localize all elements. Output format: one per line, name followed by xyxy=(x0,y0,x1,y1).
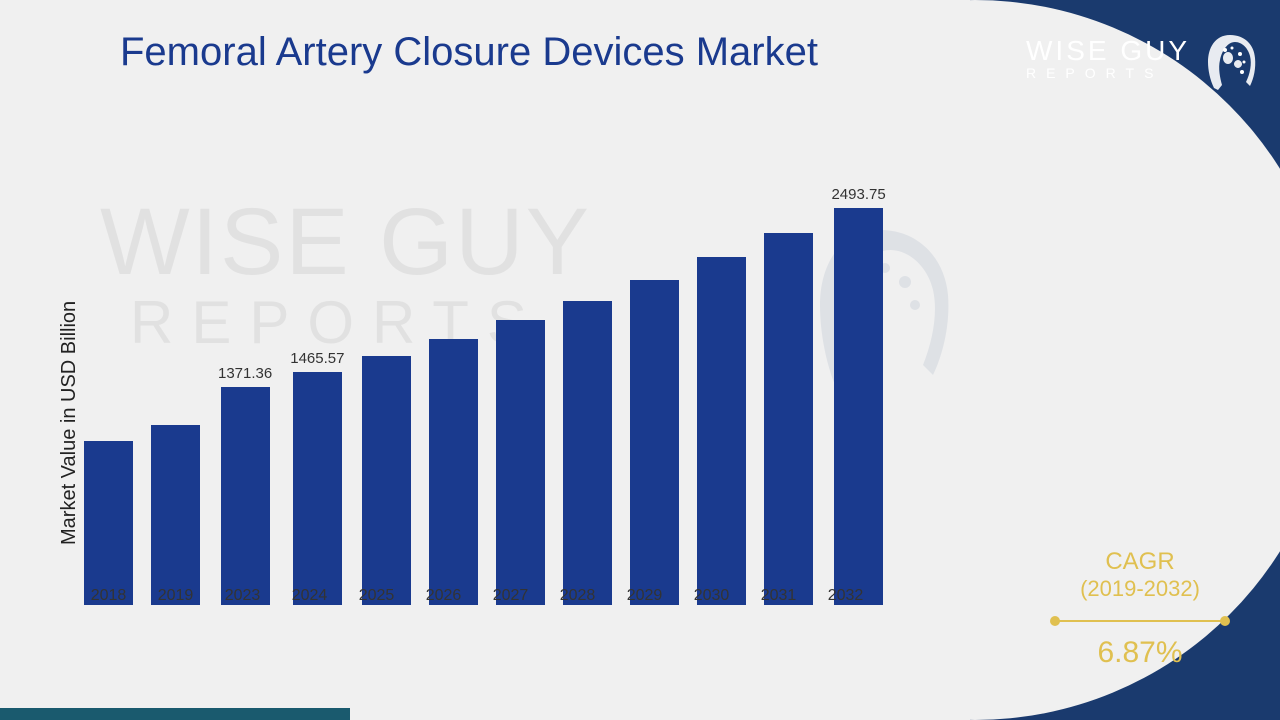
x-tick-label: 2018 xyxy=(84,579,133,605)
logo-main-text: WISE GUY xyxy=(1026,35,1190,67)
x-tick-label: 2028 xyxy=(553,579,602,605)
bar-value-label: 1371.36 xyxy=(218,365,272,383)
bar xyxy=(151,425,200,605)
head-logo-icon xyxy=(1200,30,1260,100)
bars-container: 1371.36 1465.57 2493.75 xyxy=(84,165,910,605)
bar-group xyxy=(496,298,545,605)
bar xyxy=(429,339,478,605)
bar-value-label xyxy=(653,258,657,276)
bar-group xyxy=(630,258,679,605)
x-tick-label: 2029 xyxy=(620,579,669,605)
bar-value-label xyxy=(519,298,523,316)
x-axis: 2018 2019 2023 2024 2025 2026 2027 2028 2029 2030… xyxy=(84,579,910,605)
bar xyxy=(362,356,411,605)
bar-value-label xyxy=(720,235,724,253)
x-tick-label: 2027 xyxy=(486,579,535,605)
cagr-years: (2019-2032) xyxy=(1055,576,1225,602)
bar-group xyxy=(563,279,612,605)
bar-group xyxy=(764,211,813,605)
x-tick-label: 2030 xyxy=(687,579,736,605)
bar-group xyxy=(697,235,746,605)
bar-value-label: 1465.57 xyxy=(290,350,344,368)
bar xyxy=(293,372,342,605)
chart-title: Femoral Artery Closure Devices Market xyxy=(120,30,818,74)
bar-value-label: 2493.75 xyxy=(831,186,885,204)
bar-group: 2493.75 xyxy=(831,186,885,605)
brand-logo: WISE GUY REPORTS xyxy=(1026,35,1250,81)
bar xyxy=(221,387,270,605)
chart-area: Market Value in USD Billion 1371.36 1465.… xyxy=(50,165,910,655)
y-axis-label: Market Value in USD Billion xyxy=(58,301,81,545)
x-tick-label: 2024 xyxy=(285,579,334,605)
bar-group xyxy=(429,317,478,605)
bar-group: 1465.57 xyxy=(290,350,344,605)
bar-value-label xyxy=(787,211,791,229)
bar xyxy=(697,257,746,605)
bar-group xyxy=(151,403,200,605)
bar-value-label xyxy=(106,419,110,437)
x-tick-label: 2023 xyxy=(218,579,267,605)
cagr-box: CAGR (2019-2032) 6.87% xyxy=(1055,548,1225,670)
cagr-divider xyxy=(1055,620,1225,622)
bar-group xyxy=(362,334,411,605)
bar-value-label xyxy=(452,317,456,335)
x-tick-label: 2025 xyxy=(352,579,401,605)
cagr-title: CAGR xyxy=(1055,548,1225,576)
x-tick-label: 2026 xyxy=(419,579,468,605)
bar xyxy=(563,301,612,605)
bar-group: 1371.36 xyxy=(218,365,272,605)
bar xyxy=(496,320,545,605)
x-tick-label: 2032 xyxy=(821,579,870,605)
logo-sub-text: REPORTS xyxy=(1026,65,1190,81)
bar xyxy=(834,208,883,605)
bar xyxy=(630,280,679,605)
cagr-value: 6.87% xyxy=(1055,636,1225,670)
x-tick-label: 2019 xyxy=(151,579,200,605)
bar xyxy=(764,233,813,605)
bottom-accent-bar xyxy=(0,708,350,720)
bar-value-label xyxy=(385,334,389,352)
bar-group xyxy=(84,419,133,605)
plot-area: 1371.36 1465.57 2493.75 xyxy=(84,165,910,605)
bar-value-label xyxy=(586,279,590,297)
bar-value-label xyxy=(173,403,177,421)
x-tick-label: 2031 xyxy=(754,579,803,605)
